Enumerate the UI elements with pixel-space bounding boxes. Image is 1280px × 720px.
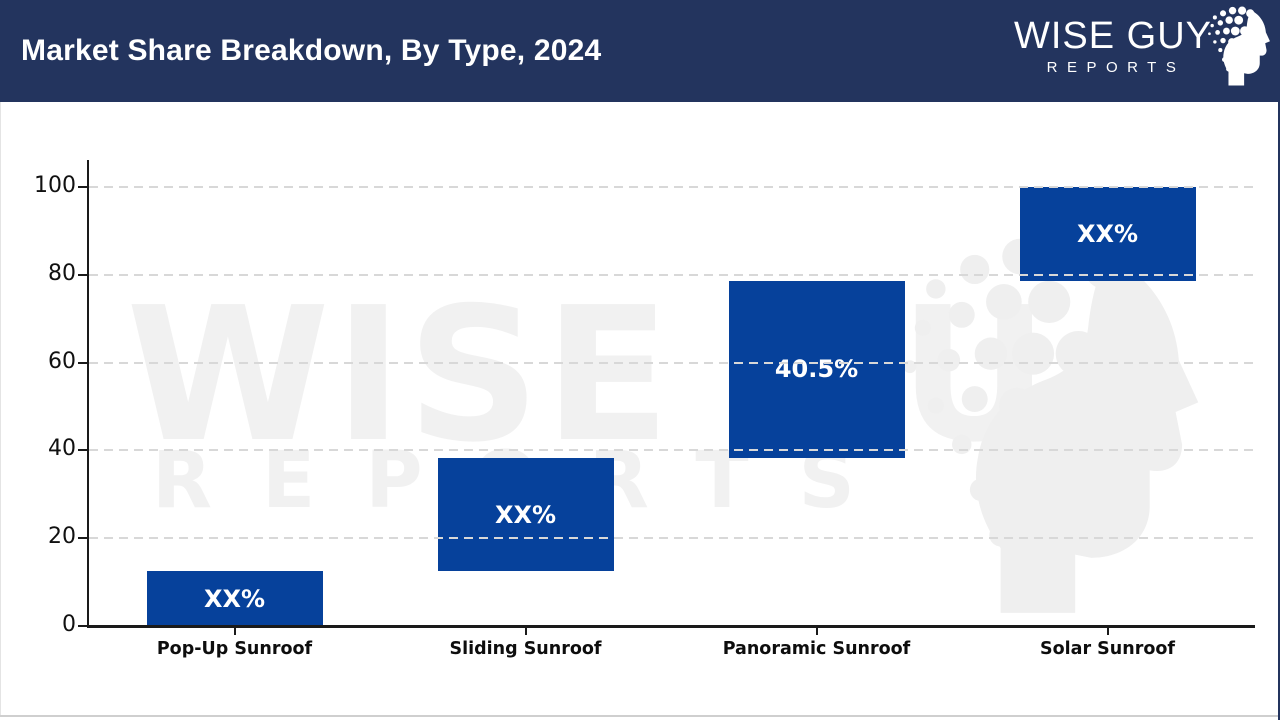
logo-text: WISE GUY REPORTS xyxy=(1014,17,1212,76)
page-title: Market Share Breakdown, By Type, 2024 xyxy=(21,34,602,67)
x-category-label-2: Panoramic Sunroof xyxy=(722,639,911,659)
bar-pop-up-sunroof: XX% xyxy=(146,571,323,626)
gridline-80 xyxy=(89,273,1253,276)
x-category-label-0: Pop-Up Sunroof xyxy=(156,639,313,659)
bar-panoramic-sunroof: 40.5% xyxy=(728,280,905,459)
gridline-60 xyxy=(89,361,1253,364)
bar-sliding-sunroof: XX% xyxy=(437,458,614,572)
bar-value-label: 40.5% xyxy=(774,355,859,384)
bar-value-label: XX% xyxy=(1076,219,1139,248)
bar-solar-sunroof: XX% xyxy=(1019,187,1196,281)
y-tick-label-40: 40 xyxy=(48,436,76,462)
y-tick-40 xyxy=(78,449,87,452)
x-category-label-1: Sliding Sunroof xyxy=(449,639,602,659)
bottom-edge-rule xyxy=(0,715,1278,717)
gridline-40 xyxy=(89,449,1253,452)
logo-primary-text: WISE GUY xyxy=(1013,14,1212,57)
x-tick-3 xyxy=(1106,627,1109,635)
x-tick-2 xyxy=(815,627,818,635)
y-tick-100 xyxy=(78,186,87,188)
y-tick-label-80: 80 xyxy=(48,260,76,286)
gridline-20 xyxy=(89,537,1253,540)
y-tick-label-100: 100 xyxy=(34,173,76,198)
x-tick-0 xyxy=(233,627,236,635)
logo-secondary-text: REPORTS xyxy=(1046,58,1186,76)
watermark-head-icon xyxy=(903,237,1199,613)
y-tick-label-60: 60 xyxy=(48,348,76,374)
wiseguy-logo: WISE GUY REPORTS xyxy=(1014,4,1272,88)
bar-value-label: XX% xyxy=(494,500,557,529)
plot-area: 0 20 40 60 80 100 XX% Pop-Up Sunroof XX% Sliding … xyxy=(0,102,1278,720)
header-bar: Market Share Breakdown, By Type, 2024 WI… xyxy=(0,0,1278,102)
x-tick-1 xyxy=(524,627,527,635)
left-edge-rule xyxy=(0,102,1,715)
x-category-label-3: Solar Sunroof xyxy=(1040,639,1175,659)
y-tick-label-20: 20 xyxy=(48,524,76,550)
gridline-100 xyxy=(89,186,1253,188)
wiseguy-head-icon xyxy=(1208,6,1270,86)
y-tick-60 xyxy=(78,361,87,364)
x-axis-line xyxy=(87,625,1255,628)
y-tick-80 xyxy=(78,273,87,276)
y-axis-line xyxy=(87,160,89,627)
y-tick-20 xyxy=(78,537,87,540)
y-tick-label-0: 0 xyxy=(62,612,76,637)
bar-value-label: XX% xyxy=(203,584,266,613)
y-tick-0 xyxy=(78,625,87,627)
